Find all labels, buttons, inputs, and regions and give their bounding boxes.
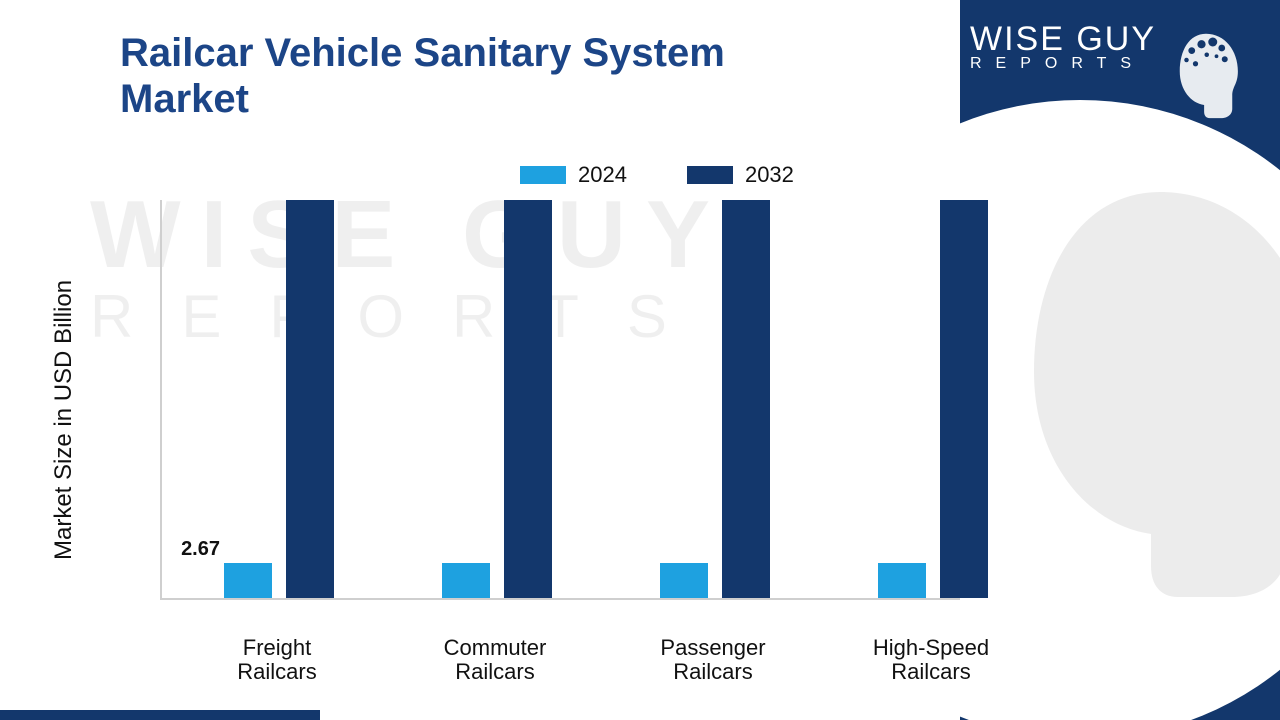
legend-label-2024: 2024 bbox=[578, 162, 627, 188]
x-tick-label: High-SpeedRailcars bbox=[846, 636, 1016, 684]
legend-swatch-2024 bbox=[520, 166, 566, 184]
x-axis-labels: FreightRailcars CommuterRailcars Passenger… bbox=[160, 630, 960, 686]
chart-title: Railcar Vehicle Sanitary System Market bbox=[120, 30, 840, 122]
x-tick-label: FreightRailcars bbox=[192, 636, 362, 684]
legend-item-2024: 2024 bbox=[520, 162, 627, 188]
bar-2024 bbox=[224, 563, 272, 598]
page-root: WISE GUY REPORTS WISE GUY REPORTS Railca… bbox=[0, 0, 1280, 720]
chart-area: 2.67 FreightRailcarsCommuterRailcarsPass… bbox=[90, 200, 960, 630]
plot-area: 2.67 bbox=[160, 200, 960, 600]
bar-value-label: 2.67 bbox=[166, 538, 220, 561]
bar-2032 bbox=[504, 200, 552, 598]
bar-2024 bbox=[878, 563, 926, 598]
y-axis-label: Market Size in USD Billion bbox=[50, 280, 78, 560]
bar-2024 bbox=[660, 563, 708, 598]
bottom-accent-bar bbox=[0, 710, 320, 720]
brand-logo: WISE GUY REPORTS bbox=[970, 20, 1250, 73]
legend-label-2032: 2032 bbox=[745, 162, 794, 188]
watermark-head-icon bbox=[980, 170, 1280, 610]
bar-2024 bbox=[442, 563, 490, 598]
logo-head-icon bbox=[1168, 30, 1244, 120]
x-tick-label: PassengerRailcars bbox=[628, 636, 798, 684]
legend-item-2032: 2032 bbox=[687, 162, 794, 188]
bar-2032 bbox=[940, 200, 988, 598]
legend-swatch-2032 bbox=[687, 166, 733, 184]
legend: 2024 2032 bbox=[520, 162, 794, 188]
bar-2032 bbox=[286, 200, 334, 598]
bar-2032 bbox=[722, 200, 770, 598]
x-tick-label: CommuterRailcars bbox=[410, 636, 580, 684]
